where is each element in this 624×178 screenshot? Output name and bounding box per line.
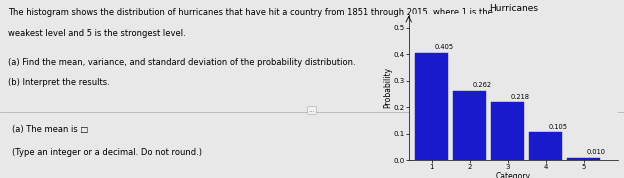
Bar [454,91,485,160]
Text: 0.405: 0.405 [434,44,453,50]
Text: (Type an integer or a decimal. Do not round.): (Type an integer or a decimal. Do not ro… [12,148,202,157]
Bar [529,132,562,160]
Text: The histogram shows the distribution of hurricanes that have hit a country from : The histogram shows the distribution of … [8,8,493,17]
X-axis label: Category: Category [495,172,531,178]
Bar [567,158,600,160]
Text: (b) Interpret the results.: (b) Interpret the results. [8,78,110,87]
Bar [416,53,447,160]
Text: (a) The mean is □: (a) The mean is □ [12,125,89,134]
Text: weakest level and 5 is the strongest level.: weakest level and 5 is the strongest lev… [8,29,186,38]
Y-axis label: Probability: Probability [383,67,392,108]
Text: (a) Find the mean, variance, and standard deviation of the probability distribut: (a) Find the mean, variance, and standar… [8,58,356,67]
Text: 0.262: 0.262 [472,82,491,88]
Text: 0.105: 0.105 [548,124,567,130]
Bar [491,102,524,160]
Text: 0.010: 0.010 [586,149,605,155]
Title: Hurricanes: Hurricanes [489,4,538,14]
Text: 0.218: 0.218 [510,94,529,100]
Text: ...: ... [309,107,315,113]
